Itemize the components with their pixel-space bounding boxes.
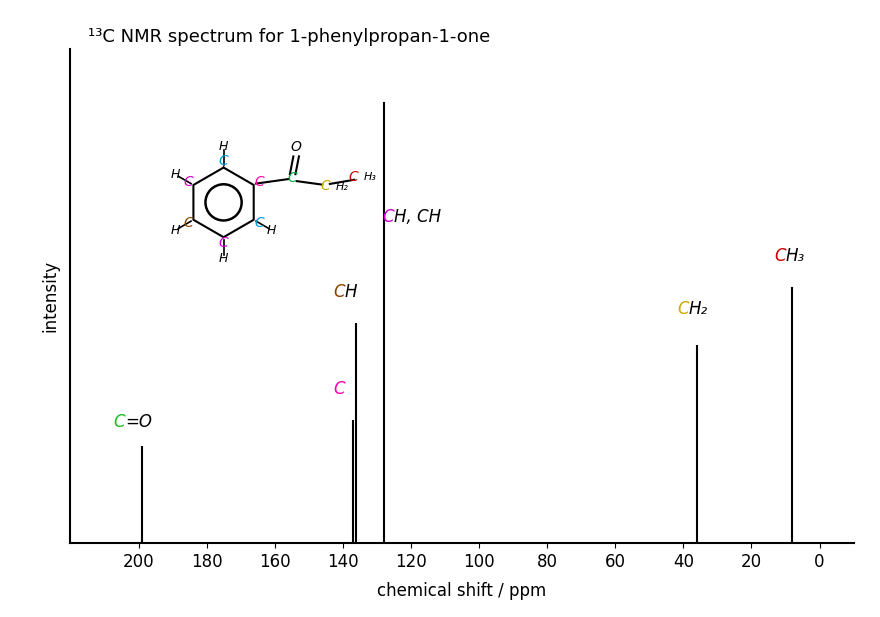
X-axis label: chemical shift / ppm: chemical shift / ppm	[378, 582, 546, 600]
Text: H₂: H₂	[688, 300, 708, 318]
Text: H: H	[345, 283, 357, 300]
Text: ¹³C NMR spectrum for 1-phenylpropan-1-one: ¹³C NMR spectrum for 1-phenylpropan-1-on…	[88, 28, 490, 46]
Text: C: C	[114, 413, 125, 431]
Text: H₃: H₃	[786, 247, 804, 265]
Text: H, CH: H, CH	[394, 208, 441, 226]
Text: C: C	[333, 283, 345, 300]
Text: =O: =O	[125, 413, 152, 431]
Text: C: C	[774, 247, 786, 265]
Y-axis label: intensity: intensity	[41, 260, 59, 332]
Text: C: C	[333, 379, 345, 397]
Text: C: C	[382, 208, 394, 226]
Text: C: C	[677, 300, 688, 318]
